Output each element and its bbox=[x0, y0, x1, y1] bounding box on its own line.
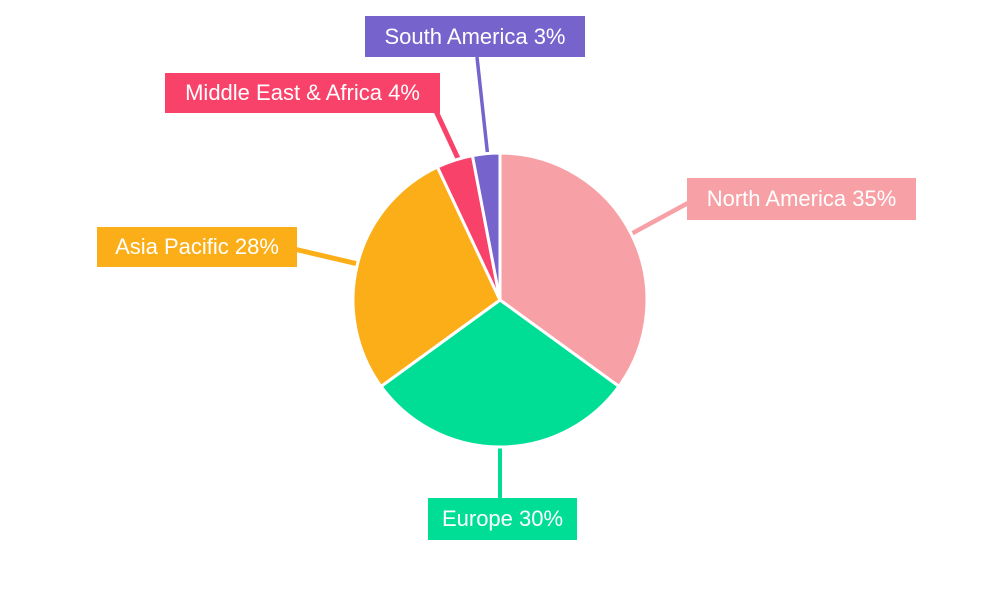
pie-slice-north-america bbox=[498, 151, 649, 388]
label-middle-east-africa: Middle East & Africa 4% bbox=[165, 73, 440, 113]
pie-slice-south-america bbox=[470, 151, 502, 302]
label-north-america: North America 35% bbox=[687, 178, 916, 220]
label-asia-pacific: Asia Pacific 28% bbox=[97, 227, 297, 267]
pie-slice-europe bbox=[379, 298, 621, 449]
label-south-america: South America 3% bbox=[365, 16, 585, 57]
pie-slice-asia-pacific bbox=[351, 165, 502, 388]
leader-line-asia-pacific bbox=[293, 246, 359, 267]
leader-line-middle-east-africa bbox=[432, 107, 465, 169]
pie-slices bbox=[351, 151, 649, 449]
leader-lines bbox=[293, 56, 690, 500]
label-europe: Europe 30% bbox=[428, 498, 577, 540]
leader-line-north-america bbox=[629, 201, 690, 236]
leader-line-south-america bbox=[475, 56, 490, 159]
